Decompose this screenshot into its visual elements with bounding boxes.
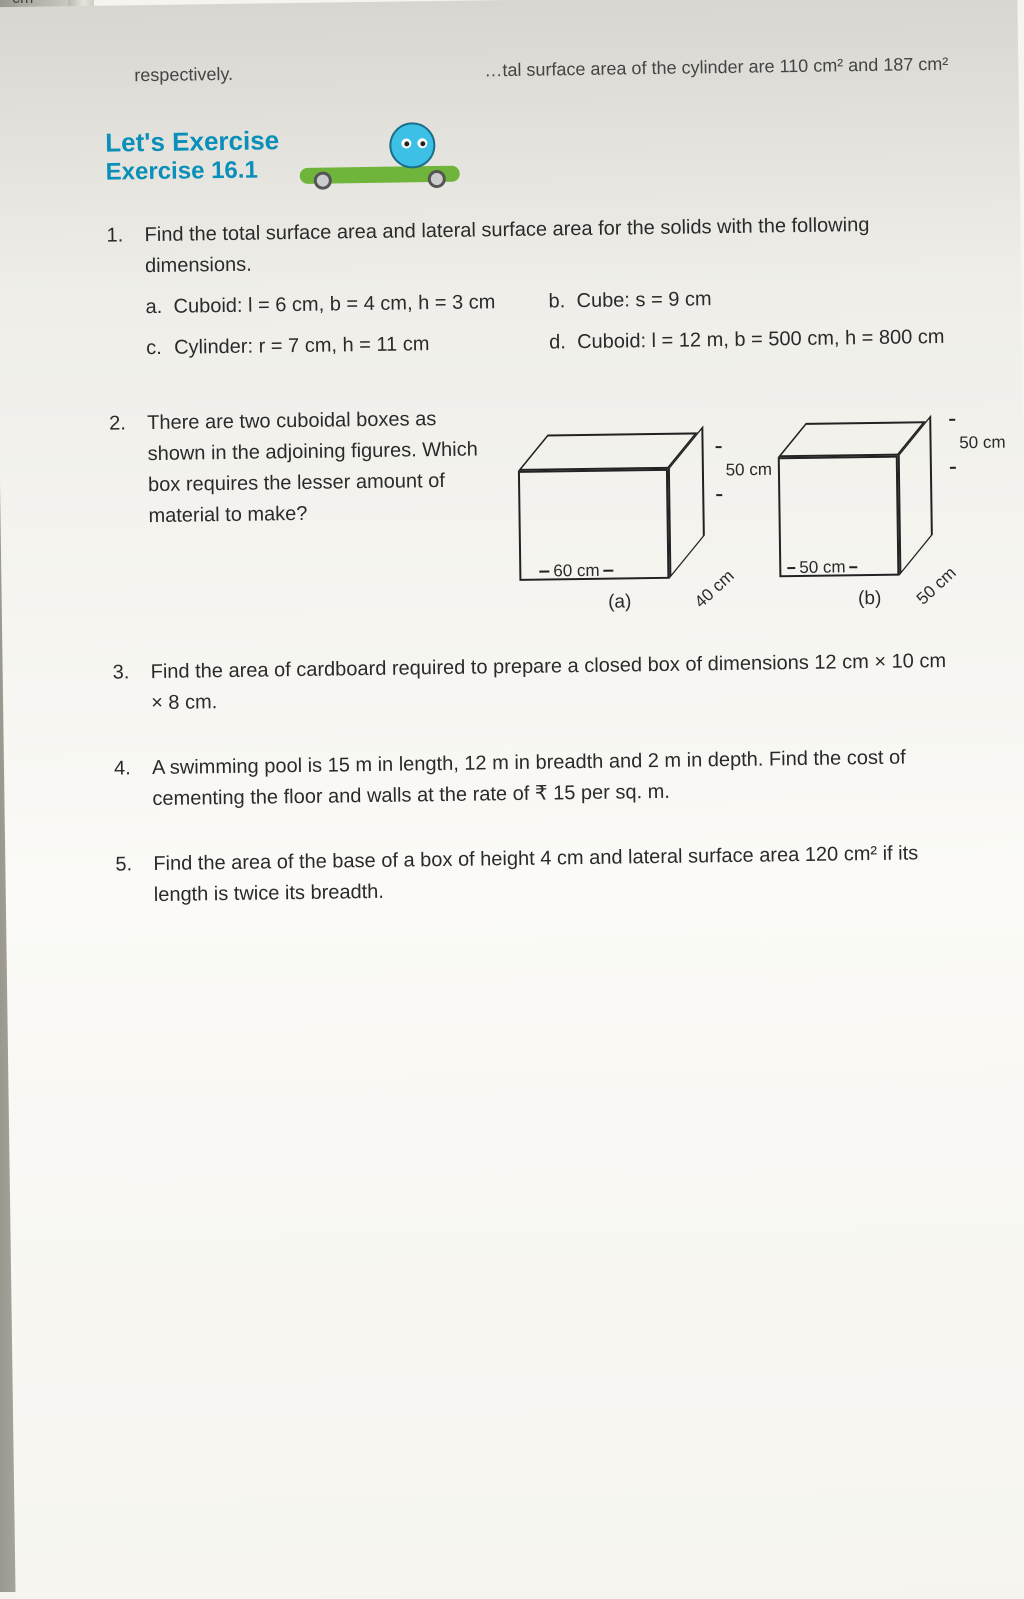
question-4: 4. A swimming pool is 15 m in length, 12… [114,742,959,816]
q1a-letter: a. [145,292,173,323]
q1a-text: Cuboid: l = 6 cm, b = 4 cm, h = 3 cm [173,286,548,322]
q1b-text: Cube: s = 9 cm [576,281,951,317]
q1d-text: Cuboid: l = 12 m, b = 500 cm, h = 800 cm [577,322,952,358]
q1-option-b: b. Cube: s = 9 cm [548,281,951,318]
q2-figures: 60 cm 40 cm 50 cm (a) 50 cm 50 cm [517,397,960,619]
figure-a: 60 cm 40 cm 50 cm (a) [517,428,720,618]
q1-option-c: c. Cylinder: r = 7 cm, h = 11 cm [146,327,549,364]
question-3: 3. Find the area of cardboard required t… [112,646,957,720]
q1d-letter: d. [549,327,577,358]
figA-label: (a) [608,587,632,617]
q1-text: Find the total surface area and lateral … [144,209,951,282]
question-list: 1. Find the total surface area and later… [106,209,960,912]
figA-depth: 40 cm [691,566,738,611]
figure-b: 50 cm 50 cm 50 cm (b) [777,405,960,615]
q1-option-a: a. Cuboid: l = 6 cm, b = 4 cm, h = 3 cm [145,286,548,323]
figB-depth: 50 cm [913,563,960,608]
lets-exercise-title: Let's Exercise [105,125,279,158]
q3-number: 3. [112,658,151,721]
q1-option-d: d. Cuboid: l = 12 m, b = 500 cm, h = 800… [549,322,952,359]
q1-number: 1. [106,220,146,375]
q1c-letter: c. [146,333,174,364]
q2-text: There are two cuboidal boxes as shown in… [147,403,489,532]
question-2: 2. There are two cuboidal boxes as shown… [109,397,956,624]
figA-width: 60 cm [553,557,600,584]
section-header: Let's Exercise Exercise 16.1 [105,105,950,187]
figB-height: 50 cm [959,433,1006,453]
fragment-right: …tal surface area of the cylinder are 11… [484,54,948,81]
q4-text: A swimming pool is 15 m in length, 12 m … [152,742,959,815]
q4-number: 4. [114,753,153,816]
q5-text: Find the area of the base of a box of he… [153,838,960,911]
exercise-number: Exercise 16.1 [106,156,280,186]
page-content: respectively. …tal surface area of the c… [0,0,1024,1599]
q1b-letter: b. [548,286,576,317]
fragment-left: respectively. [134,64,233,86]
mascot-skateboard-icon [299,112,460,184]
q5-number: 5. [115,849,154,912]
figB-width: 50 cm [799,554,846,581]
figA-height: 50 cm [725,460,772,480]
q1c-text: Cylinder: r = 7 cm, h = 11 cm [174,327,549,363]
previous-page-fragment: respectively. …tal surface area of the c… [104,54,948,87]
question-5: 5. Find the area of the base of a box of… [115,838,960,912]
figB-label: (b) [858,584,882,614]
q2-number: 2. [109,408,150,624]
question-1: 1. Find the total surface area and later… [106,209,952,375]
cube-b-icon: 50 cm 50 cm 50 cm [777,405,959,577]
cuboid-a-icon: 60 cm 40 cm 50 cm [517,428,719,581]
q3-text: Find the area of cardboard required to p… [150,646,957,719]
